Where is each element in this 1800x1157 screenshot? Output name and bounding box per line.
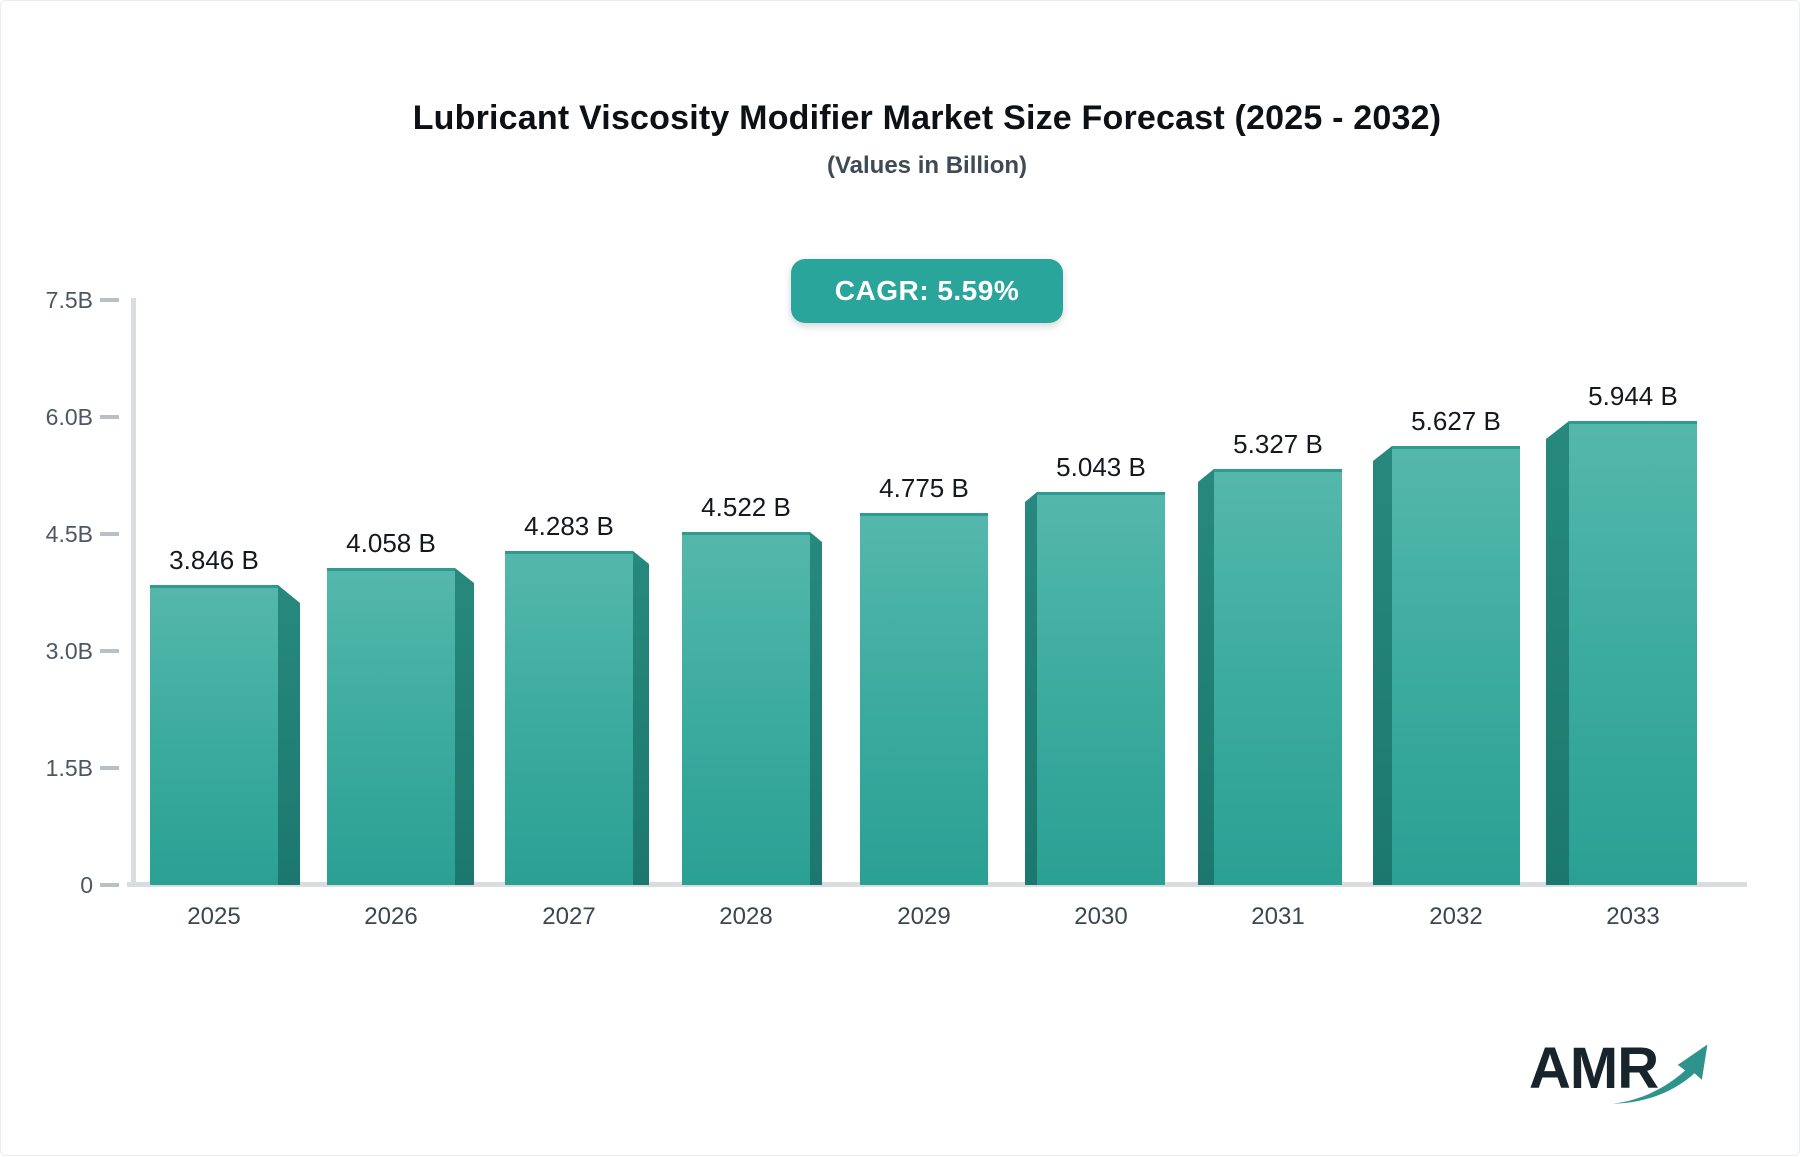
bar [327,568,455,885]
bar-value-label: 4.775 B [879,473,969,503]
chart-title: Lubricant Viscosity Modifier Market Size… [412,99,1442,137]
chart-header: Lubricant Viscosity Modifier Market Size… [27,1,1800,180]
y-tick-dash [100,415,119,419]
amr-logo: AMR [1529,1035,1759,1125]
bar [1392,446,1520,885]
bar-value-label: 4.283 B [524,511,614,541]
bar-side-face [1546,421,1569,885]
y-tick-dash [100,532,119,536]
y-tick-label: 3.0B [45,638,93,664]
cagr-badge: CAGR: 5.59% [791,259,1063,323]
y-tick-label: 4.5B [45,521,93,547]
x-tick-label: 2033 [1606,903,1660,930]
bar [1214,469,1342,885]
x-tick-label: 2031 [1251,903,1305,930]
growth-arrow-icon [1612,1044,1708,1104]
y-tick-dash [100,649,119,653]
x-tick-label: 2032 [1429,903,1483,930]
bar [860,513,988,885]
x-tick-label: 2026 [364,903,418,930]
y-tick-label: 1.5B [45,755,93,781]
bar-side-face [810,532,822,885]
bar-value-label: 5.327 B [1233,429,1323,459]
cagr-badge-label: CAGR: 5.59% [834,275,1020,306]
bar-value-label: 4.522 B [701,492,791,522]
amr-logo-text: AMR [1529,1036,1659,1101]
y-tick-dash [100,298,119,302]
bar-value-label: 5.627 B [1411,406,1501,436]
y-tick-label: 6.0B [45,404,93,430]
bar [1037,492,1165,885]
chart-subtitle: (Values in Billion) [826,152,1028,179]
x-tick-label: 2028 [719,903,773,930]
bar-side-face [1025,492,1037,885]
x-tick-label: 2025 [187,903,241,930]
y-tick-dash [100,883,119,887]
x-tick-label: 2029 [897,903,951,930]
bar-value-label: 5.944 B [1588,381,1678,411]
y-tick-label: 7.5B [45,287,93,313]
bar-value-label: 4.058 B [346,528,436,558]
bar-value-label: 5.043 B [1056,452,1146,482]
bar [1569,421,1697,885]
bar-side-face [633,551,649,885]
bar-side-face [455,568,474,885]
bar [682,532,810,885]
bar-value-label: 3.846 B [169,545,259,575]
x-tick-label: 2030 [1074,903,1128,930]
bar [505,551,633,885]
bar [150,585,278,885]
y-tick-dash [100,766,119,770]
bar-side-face [1198,469,1214,885]
y-axis-line [131,298,136,887]
y-tick-label: 0 [80,872,93,898]
bar-side-face [278,585,300,885]
bar-side-face [1373,446,1392,885]
x-tick-label: 2027 [542,903,596,930]
